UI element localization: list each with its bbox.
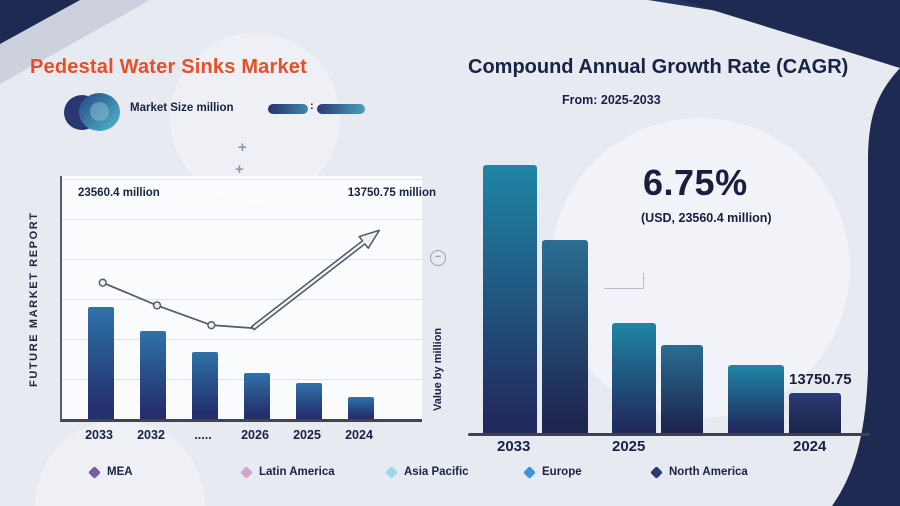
- cagr-bar-group-2025: [612, 323, 703, 433]
- market-size-bar-.....: [192, 352, 218, 419]
- cagr-subtitle: From: 2025-2033: [562, 93, 661, 107]
- x-tick-label: 2024: [345, 428, 373, 442]
- cagr-bar-group-2033: [483, 165, 588, 433]
- pill-separator: :: [310, 100, 314, 112]
- market-size-chart: 23560.4 million 13750.75 million: [60, 176, 436, 422]
- corner-triangle-navy: [0, 0, 80, 44]
- cagr-bar-2025: [612, 323, 656, 433]
- diamond-icon: [240, 465, 253, 479]
- diamond-icon: [523, 465, 536, 479]
- market-size-bars: [88, 307, 374, 419]
- chart-max-value-label: 23560.4 million: [78, 187, 160, 199]
- background-blob: [170, 33, 340, 203]
- x-tick-label: 2026: [241, 428, 269, 442]
- x-tick-label: 2025: [293, 428, 321, 442]
- cagr-bar-group-2024: [728, 365, 841, 433]
- cagr-tick-2025: 2025: [612, 438, 646, 455]
- plus-decor-icon: +: [238, 139, 247, 156]
- pill-shape-left: [268, 104, 308, 114]
- cagr-title: Compound Annual Growth Rate (CAGR): [468, 56, 849, 78]
- legend-item-latin-america: Latin America: [240, 465, 335, 479]
- background-blob: [35, 420, 205, 506]
- side-watermark-label: FUTURE MARKET REPORT: [28, 211, 40, 387]
- legend-item-europe: Europe: [523, 465, 582, 479]
- market-size-bar-2026: [244, 373, 270, 419]
- page-title: Pedestal Water Sinks Market: [30, 56, 307, 78]
- legend-label: Latin America: [259, 466, 335, 478]
- right-edge-shape: [680, 0, 900, 506]
- x-tick-label: 2032: [137, 428, 165, 442]
- legend-item-mea: MEA: [88, 465, 133, 479]
- market-size-bar-2024: [348, 397, 374, 419]
- cylinder-hole-shape: [90, 102, 109, 121]
- legend-label: Europe: [542, 466, 582, 478]
- pill-shape-right: [317, 104, 365, 114]
- market-size-bar-2033: [88, 307, 114, 419]
- cagr-bar-2033: [483, 165, 537, 433]
- cagr-x-axis-line: [468, 433, 870, 436]
- x-tick-label: 2033: [85, 428, 113, 442]
- legend-label: North America: [669, 466, 748, 478]
- region-legend: MEA Latin America Asia Pacific Europe North …: [0, 465, 900, 490]
- cagr-bar-2033-shadow: [542, 240, 588, 433]
- legend-item-north-america: North America: [650, 465, 748, 479]
- cagr-basis-caption: (USD, 23560.4 million): [641, 211, 772, 225]
- x-tick-label: .....: [194, 428, 212, 442]
- circled-minus-icon: −: [430, 250, 446, 266]
- chart-gridlines: [62, 176, 422, 419]
- y-axis-label: Value by million: [432, 327, 444, 411]
- market-size-x-axis-labels: 2033 2032..... 2026 2025 2024: [60, 428, 422, 442]
- diamond-icon: [385, 465, 398, 479]
- market-size-bar-2025: [296, 383, 322, 419]
- corner-bracket-decor: [604, 273, 644, 289]
- legend-label: MEA: [107, 466, 133, 478]
- diamond-icon: [88, 465, 101, 479]
- diamond-icon: [650, 465, 663, 479]
- cagr-bar-2025-shadow: [661, 345, 703, 433]
- cagr-percentage: 6.75%: [643, 162, 748, 203]
- cagr-tick-2033: 2033: [497, 438, 531, 455]
- value-2024-label: 13750.75: [789, 371, 852, 388]
- market-size-bar-2032: [140, 331, 166, 419]
- cagr-bar-2024: [728, 365, 784, 433]
- cagr-tick-2024: 2024: [793, 438, 827, 455]
- market-size-legend-label: Market Size million: [130, 102, 234, 114]
- plus-decor-icon: +: [235, 161, 244, 178]
- cylinder-icon: [64, 93, 122, 131]
- chart-end-value-label: 13750.75 million: [347, 187, 436, 199]
- trend-arrow-overlay: [98, 229, 381, 331]
- legend-item-asia-pacific: Asia Pacific: [385, 465, 469, 479]
- legend-label: Asia Pacific: [404, 466, 469, 478]
- growth-arrow-icon: [250, 229, 381, 331]
- cagr-bar-2024-shadow: [789, 393, 841, 433]
